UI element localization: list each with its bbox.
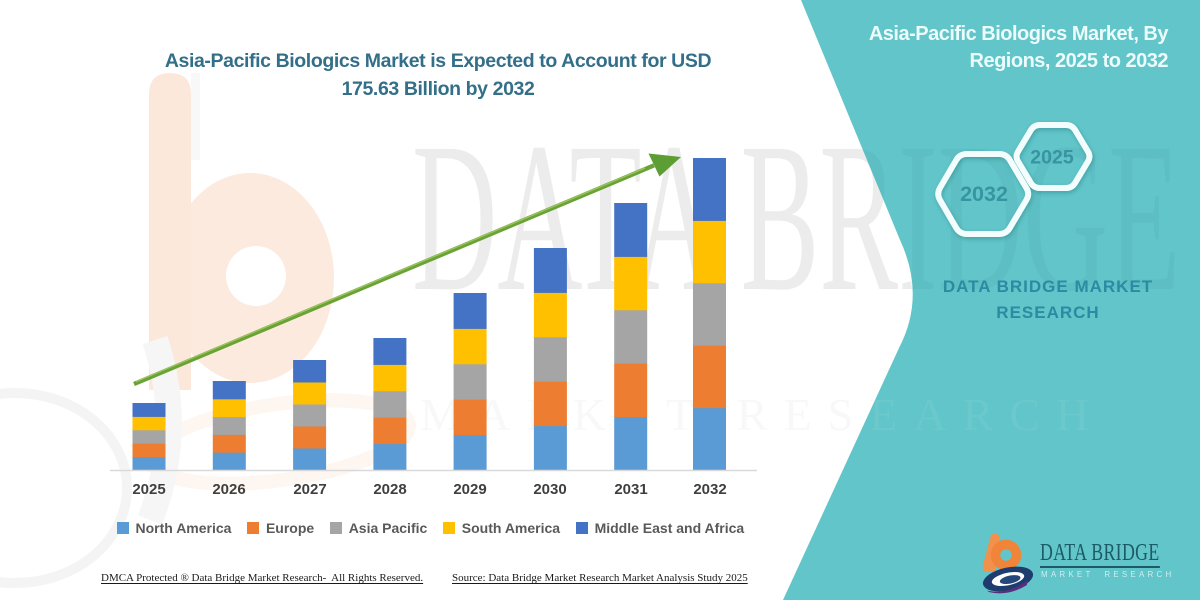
svg-text:2025: 2025 <box>1030 147 1074 169</box>
svg-text:2032: 2032 <box>960 182 1008 206</box>
